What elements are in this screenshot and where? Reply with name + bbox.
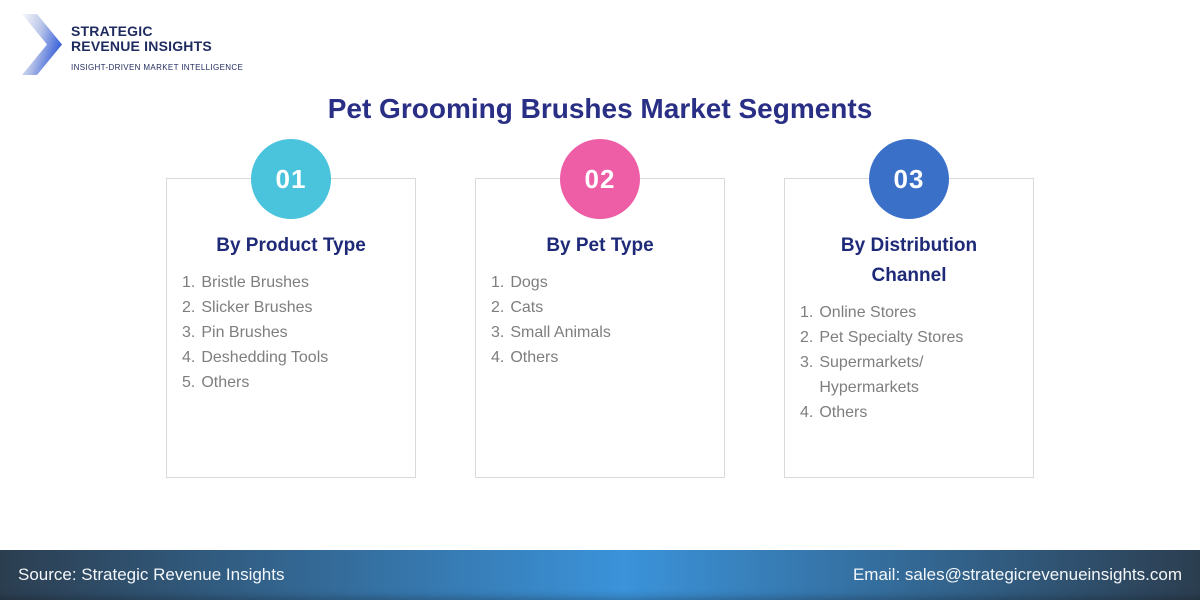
item-text: Others [201, 374, 250, 391]
item-number: 2. [800, 329, 814, 346]
segment-list-item: 4. Others [491, 345, 712, 370]
page-title: Pet Grooming Brushes Market Segments [327, 93, 873, 124]
segment-cards: 01 By Product Type 1. Bristle Brushes 2. Sl… [0, 139, 1200, 478]
item-number: 2. [182, 299, 196, 316]
logo: STRATEGIC REVENUE INSIGHTS INSIGHT-DRIVE… [22, 14, 243, 75]
segment-list-item: 4. Others [800, 400, 1021, 425]
footer-bar: Source: Strategic Revenue Insights Email… [0, 550, 1200, 600]
item-text: Others [819, 404, 868, 421]
segment-card: 03 By Distribution Channel 1. Online Stor… [784, 139, 1034, 478]
item-number: 4. [491, 349, 505, 366]
item-text: Supermarkets/ Hypermarkets [819, 354, 924, 396]
item-text: Slicker Brushes [201, 299, 313, 316]
item-text: Small Animals [510, 324, 611, 341]
item-number: 1. [800, 304, 814, 321]
segment-list-item: 4. Deshedding Tools [182, 345, 403, 370]
item-number: 5. [182, 374, 196, 391]
segment-number: 03 [893, 163, 925, 194]
segment-list: 1. Online Stores 2. Pet Specialty Stores 3. S… [785, 300, 1033, 425]
item-text: Cats [510, 299, 544, 316]
segment-title: By Distribution Channel [840, 235, 978, 286]
segment-list-item: 2. Slicker Brushes [182, 295, 403, 320]
logo-chevron-icon [22, 14, 62, 75]
segment-list: 1. Bristle Brushes 2. Slicker Brushes 3. Pin … [167, 270, 415, 395]
item-text: Dogs [510, 274, 548, 291]
item-text: Deshedding Tools [201, 349, 329, 366]
item-number: 3. [182, 324, 196, 341]
item-number: 4. [182, 349, 196, 366]
segment-title: By Product Type [216, 235, 366, 256]
segment-number-badge: 02 [560, 139, 640, 219]
segment-list-item: 2. Cats [491, 295, 712, 320]
segment-list-item: 2. Pet Specialty Stores [800, 325, 1021, 350]
logo-text: STRATEGIC REVENUE INSIGHTS INSIGHT-DRIVE… [71, 14, 244, 73]
item-number: 2. [491, 299, 505, 316]
logo-line1: STRATEGIC [71, 23, 153, 39]
item-text: Online Stores [819, 304, 917, 321]
segment-list-item: 1. Dogs [491, 270, 712, 295]
item-number: 4. [800, 404, 814, 421]
item-text: Pet Specialty Stores [819, 329, 964, 346]
item-number: 3. [800, 354, 814, 371]
item-number: 1. [182, 274, 196, 291]
segment-card: 02 By Pet Type 1. Dogs 2. Cats 3. Small Anima… [475, 139, 725, 478]
segment-list: 1. Dogs 2. Cats 3. Small Animals 4. Others [476, 270, 724, 370]
segment-number-badge: 03 [869, 139, 949, 219]
segment-number: 01 [275, 163, 307, 194]
logo-line2: REVENUE INSIGHTS [71, 38, 212, 54]
segment-list-item: 1. Bristle Brushes [182, 270, 403, 295]
item-text: Bristle Brushes [201, 274, 309, 291]
segment-list-item: 5. Others [182, 370, 403, 395]
footer-source: Source: Strategic Revenue Insights [18, 565, 285, 584]
segment-list-item: 3. Supermarkets/ Hypermarkets [800, 350, 1021, 400]
segment-title: By Pet Type [546, 235, 654, 256]
segment-list-item: 3. Pin Brushes [182, 320, 403, 345]
item-text: Others [510, 349, 559, 366]
segment-number-badge: 01 [251, 139, 331, 219]
segment-card: 01 By Product Type 1. Bristle Brushes 2. Sl… [166, 139, 416, 478]
segment-list-item: 1. Online Stores [800, 300, 1021, 325]
item-number: 3. [491, 324, 505, 341]
logo-tagline: INSIGHT-DRIVEN MARKET INTELLIGENCE [71, 63, 244, 72]
item-text: Pin Brushes [201, 324, 288, 341]
footer-email: Email: sales@strategicrevenueinsights.co… [852, 565, 1182, 584]
item-number: 1. [491, 274, 505, 291]
segment-list-item: 3. Small Animals [491, 320, 712, 345]
segment-number: 02 [584, 163, 616, 194]
